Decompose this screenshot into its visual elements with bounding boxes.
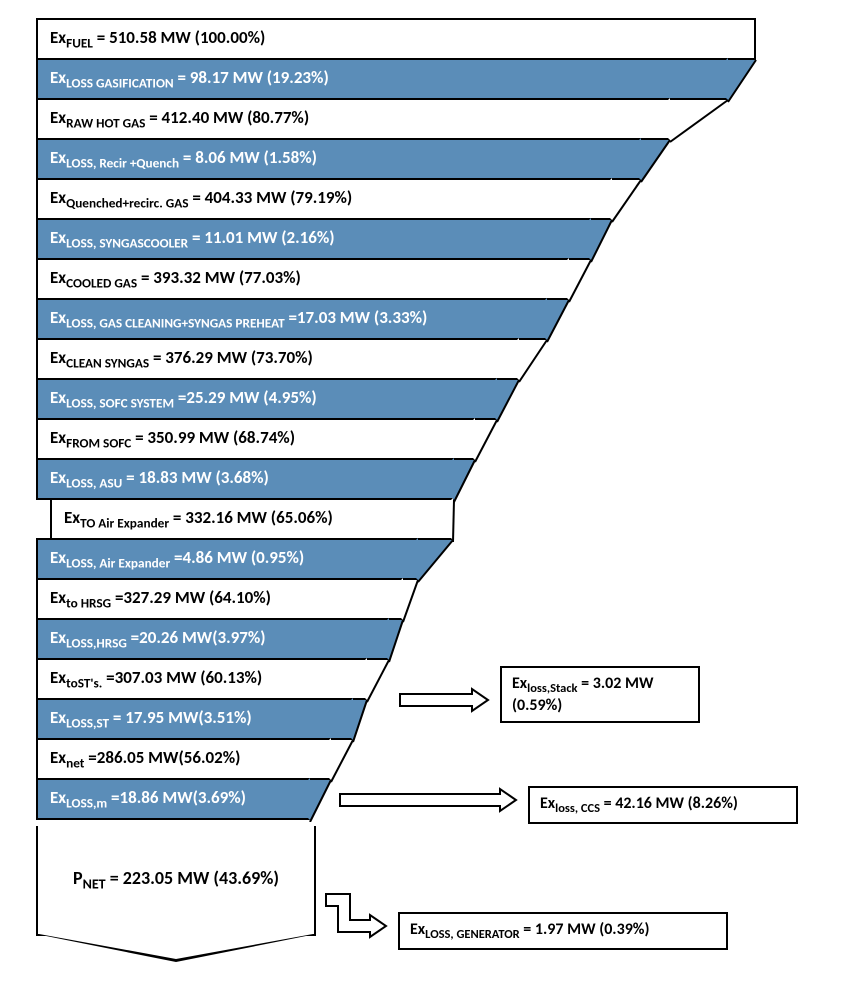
flow-bar-10: ExFROM SOFC = 350.99 MW (68.74%) [36,418,475,460]
flow-bar-18: Exnet =286.05 MW(56.02%) [36,738,331,780]
bar-label: ExLOSS,HRSG =20.26 MW(3.97%) [50,627,266,651]
bar-label: ExLOSS, Recir +Quench = 8.06 MW (1.58%) [50,147,317,171]
callout-box-1: Exloss, CCS = 42.16 MW (8.26%) [528,786,798,824]
bar-label: ExLOSS GASIFICATION = 98.17 MW (19.23%) [50,67,329,91]
loss-bar-19: ExLOSS,m =18.86 MW(3.69%) [36,778,310,820]
bar-label: ExQuenched+recirc. GAS = 404.33 MW (79.1… [50,187,352,211]
bar-label: ExLOSS, GAS CLEANING+SYNGAS PREHEAT =17.… [50,307,427,331]
loss-bar-11: ExLOSS, ASU = 18.83 MW (3.68%) [36,458,454,500]
flow-bar-14: Exto HRSG =327.29 MW (64.10%) [36,578,403,620]
callout-arrow-icon [322,886,412,940]
callout-arrow-icon [396,686,514,714]
loss-bar-13: ExLOSS, Air Expander =4.86 MW (0.95%) [36,538,418,580]
callout-label: ExLOSS, GENERATOR = 1.97 MW (0.39%) [410,920,649,939]
bar-label: ExTO Air Expander = 332.16 MW (65.06%) [64,507,333,531]
bar-label: ExLOSS,m =18.86 MW(3.69%) [50,787,246,811]
loss-bar-7: ExLOSS, GAS CLEANING+SYNGAS PREHEAT =17.… [36,298,547,340]
callout-box-0: Exloss,Stack = 3.02 MW(0.59%) [500,666,700,723]
exergy-cascade-diagram: ExFUEL = 510.58 MW (100.00%) ExLOSS GASIF… [36,20,816,820]
flow-bar-8: ExCLEAN SYNGAS = 376.29 MW (73.70%) [36,338,519,380]
pnet-box: PNET = 223.05 MW (43.69%) [36,826,316,936]
bar-label: ExLOSS,ST = 17.95 MW(3.51%) [50,707,252,731]
bar-label: ExLOSS, SOFC SYSTEM =25.29 MW (4.95%) [50,387,317,411]
loss-bar-9: ExLOSS, SOFC SYSTEM =25.29 MW (4.95%) [36,378,497,420]
loss-bar-17: ExLOSS,ST = 17.95 MW(3.51%) [36,698,353,740]
bar-label: ExtoST's. =307.03 MW (60.13%) [50,667,262,691]
loss-bar-3: ExLOSS, Recir +Quench = 8.06 MW (1.58%) [36,138,641,180]
bar-label: ExLOSS, SYNGASCOOLER = 11.01 MW (2.16%) [50,227,335,251]
flow-bar-6: ExCOOLED GAS = 393.32 MW (77.03%) [36,258,569,300]
bar-label: ExLOSS, Air Expander =4.86 MW (0.95%) [50,547,304,571]
flow-bar-2: ExRAW HOT GAS = 412.40 MW (80.77%) [36,98,670,140]
flow-bar-12: ExTO Air Expander = 332.16 MW (65.06%) [50,498,453,540]
callout-box-2: ExLOSS, GENERATOR = 1.97 MW (0.39%) [398,912,728,950]
loss-bar-1: ExLOSS GASIFICATION = 98.17 MW (19.23%) [36,58,728,100]
bar-label: Exnet =286.05 MW(56.02%) [50,747,240,771]
bar-label: ExFUEL = 510.58 MW (100.00%) [50,27,265,51]
loss-bar-5: ExLOSS, SYNGASCOOLER = 11.01 MW (2.16%) [36,218,591,260]
loss-bar-15: ExLOSS,HRSG =20.26 MW(3.97%) [36,618,389,660]
pnet-label: PNET = 223.05 MW (43.69%) [73,867,279,893]
bar-label: ExFROM SOFC = 350.99 MW (68.74%) [50,427,295,451]
bar-label: ExLOSS, ASU = 18.83 MW (3.68%) [50,467,269,491]
bar-label: ExCLEAN SYNGAS = 376.29 MW (73.70%) [50,347,313,371]
flow-bar-16: ExtoST's. =307.03 MW (60.13%) [36,658,367,700]
flow-bar-0: ExFUEL = 510.58 MW (100.00%) [36,18,756,60]
bar-label: ExCOOLED GAS = 393.32 MW (77.03%) [50,267,301,291]
flow-bar-4: ExQuenched+recirc. GAS = 404.33 MW (79.1… [36,178,612,220]
bar-label: ExRAW HOT GAS = 412.40 MW (80.77%) [50,107,309,131]
bar-label: Exto HRSG =327.29 MW (64.10%) [50,587,271,611]
callout-arrow-icon [336,786,542,814]
callout-label: Exloss,Stack = 3.02 MW(0.59%) [512,674,653,715]
callout-label: Exloss, CCS = 42.16 MW (8.26%) [540,794,738,813]
